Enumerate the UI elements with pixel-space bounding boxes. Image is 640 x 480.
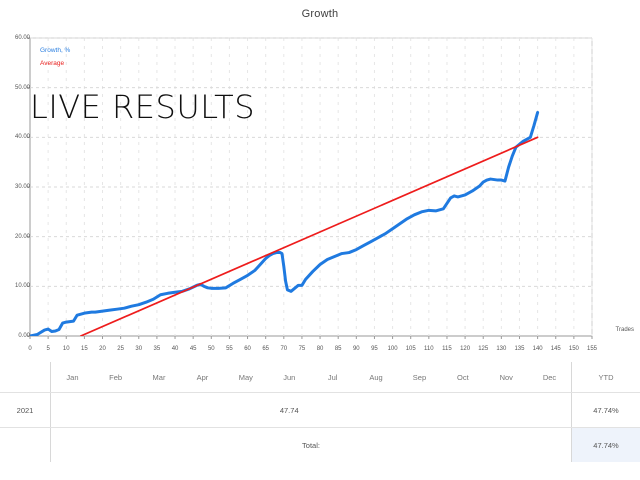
header-month-jun: Jun bbox=[283, 372, 296, 382]
x-axis-label: Trades bbox=[613, 326, 636, 334]
header-ytd: YTD bbox=[571, 362, 640, 393]
x-tick-label: 75 bbox=[298, 346, 306, 352]
total-label: Total: bbox=[302, 440, 320, 450]
x-tick-label: 105 bbox=[405, 346, 416, 352]
table-row-2021: 2021 47.74 47.74% bbox=[0, 392, 640, 428]
x-tick-label: 20 bbox=[99, 346, 106, 352]
x-tick-label: 150 bbox=[568, 346, 579, 352]
legend-growth: Growth, % bbox=[40, 47, 71, 54]
x-tick-label: 45 bbox=[189, 346, 197, 352]
live-results-watermark: LIVE RESULTS bbox=[30, 88, 256, 126]
x-tick-label: 40 bbox=[171, 346, 179, 352]
monthly-returns-table: Jan Feb Mar Apr May Jun Jul Aug Sep Oct … bbox=[0, 362, 640, 480]
x-tick-label: 130 bbox=[496, 346, 507, 352]
y-axis-ticks: 0.00 10.00 20.00 30.00 40.00 50.00 60.00 bbox=[0, 0, 30, 362]
x-tick-label: 15 bbox=[81, 346, 88, 352]
header-month-aug: Aug bbox=[369, 372, 383, 382]
series-growth bbox=[30, 111, 540, 336]
series-average bbox=[79, 136, 539, 336]
x-tick-label: 65 bbox=[262, 346, 270, 352]
x-tick-label: 5 bbox=[46, 346, 50, 352]
growth-chart: Growth 0.00 10.00 20.00 30.00 40.00 50.00 60.0… bbox=[0, 0, 636, 362]
x-tick-label: 0 bbox=[28, 346, 32, 352]
header-month-oct: Oct bbox=[457, 372, 469, 382]
x-tick-label: 100 bbox=[387, 346, 398, 352]
table-row-total: Total: 47.74% bbox=[0, 427, 640, 462]
header-month-nov: Nov bbox=[499, 372, 513, 382]
header-month-mar: Mar bbox=[152, 372, 166, 382]
x-tick-label: 115 bbox=[442, 346, 452, 352]
x-tick-label: 85 bbox=[334, 346, 342, 352]
y-tick-label: 30.00 bbox=[14, 184, 30, 190]
table-header-row: Jan Feb Mar Apr May Jun Jul Aug Sep Oct … bbox=[0, 362, 640, 393]
cell-dec bbox=[527, 392, 572, 428]
x-axis-ticks: 0 5 10 15 20 25 30 35 40 45 50 55 60 65 70 75 80 85 90 95 10… bbox=[28, 346, 598, 352]
row-year-label: 2021 bbox=[0, 392, 51, 428]
header-month-sep: Sep bbox=[412, 372, 427, 382]
cell-sep bbox=[397, 392, 442, 428]
x-tick-label: 120 bbox=[460, 346, 471, 352]
x-tick-label: 60 bbox=[244, 346, 251, 352]
x-tick-label: 50 bbox=[207, 346, 215, 352]
cell-oct bbox=[441, 392, 485, 428]
cell-aug bbox=[354, 392, 398, 428]
header-month-feb: Feb bbox=[109, 372, 123, 382]
x-tick-label: 10 bbox=[62, 346, 70, 352]
cell-may bbox=[224, 392, 268, 428]
x-tick-label: 145 bbox=[550, 346, 561, 352]
y-tick-label: 50.00 bbox=[14, 84, 30, 91]
chart-series-layer bbox=[30, 111, 540, 336]
x-tick-label: 90 bbox=[352, 346, 360, 352]
cell-feb bbox=[93, 392, 138, 428]
x-tick-label: 140 bbox=[532, 346, 543, 352]
x-tick-label: 30 bbox=[135, 346, 143, 352]
cell-apr bbox=[180, 392, 225, 428]
cell-jul bbox=[310, 392, 355, 428]
x-tick-label: 135 bbox=[514, 346, 525, 352]
chart-title: Growth bbox=[301, 8, 339, 20]
y-tick-label: 0.00 bbox=[18, 333, 30, 339]
header-month-apr: Apr bbox=[196, 372, 209, 382]
x-tick-label: 95 bbox=[371, 346, 378, 352]
header-month-jan: Jan bbox=[66, 372, 79, 382]
cell-mar bbox=[137, 392, 181, 428]
cell-jan bbox=[50, 392, 94, 428]
chart-gridlines bbox=[27, 37, 593, 339]
x-tick-label: 80 bbox=[316, 346, 324, 352]
cell-ytd-2021: 47.74% bbox=[571, 392, 640, 428]
x-tick-label: 155 bbox=[586, 346, 598, 352]
x-tick-label: 25 bbox=[117, 346, 124, 352]
header-year-col bbox=[0, 362, 51, 393]
total-year-blank bbox=[0, 427, 51, 462]
x-tick-label: 35 bbox=[153, 346, 161, 352]
y-tick-label: 40.00 bbox=[14, 134, 30, 141]
x-tick-label: 125 bbox=[478, 346, 489, 352]
x-tick-label: 70 bbox=[280, 346, 288, 352]
cell-nov bbox=[484, 392, 528, 428]
header-month-dec: Dec bbox=[542, 372, 557, 382]
x-tick-label: 110 bbox=[424, 346, 434, 352]
chart-plot-area bbox=[27, 37, 593, 339]
y-tick-label: 10.00 bbox=[14, 283, 30, 290]
legend-average: Average bbox=[40, 60, 65, 67]
cell-jun: 47.74 bbox=[267, 392, 311, 428]
table-header-divider bbox=[0, 392, 640, 393]
x-tick-label: 55 bbox=[226, 346, 233, 352]
y-tick-label: 20.00 bbox=[14, 233, 30, 240]
y-tick-label: 60.00 bbox=[14, 35, 30, 41]
header-month-may: May bbox=[238, 372, 253, 382]
total-value: 47.74% bbox=[571, 427, 640, 462]
header-month-jul: Jul bbox=[327, 372, 338, 382]
